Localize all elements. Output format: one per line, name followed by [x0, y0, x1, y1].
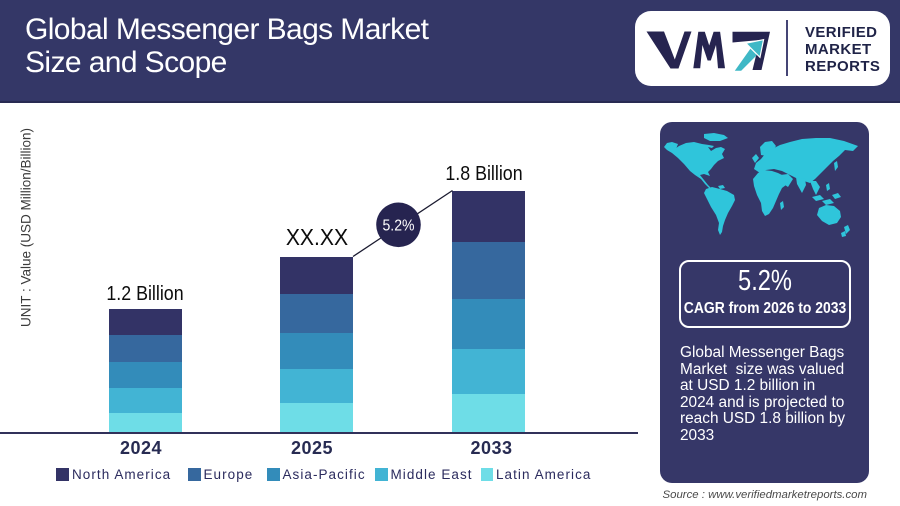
svg-text:5.2%: 5.2%	[383, 218, 415, 235]
